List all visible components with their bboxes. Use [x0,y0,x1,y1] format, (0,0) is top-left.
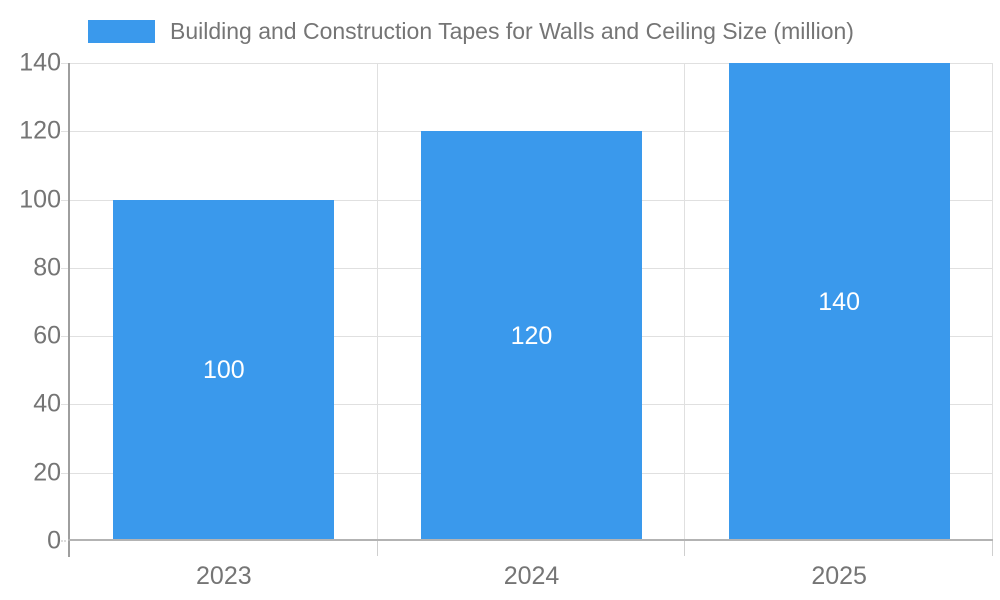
x-tick-label-2024: 2024 [503,562,560,590]
h-gridline-140 [61,63,993,64]
chart-legend[interactable]: Building and Construction Tapes for Wall… [88,18,854,45]
x-axis-tick-1 [376,541,378,556]
bar-2023[interactable]: 100 [113,199,335,541]
bar-value-label-2024: 120 [510,321,553,350]
y-tick-label-20: 20 [33,458,61,487]
bar-2025[interactable]: 140 [728,63,950,541]
y-axis-labels: 0 20 40 60 80 100 120 140 [0,49,61,555]
y-tick-label-40: 40 [33,389,61,418]
x-axis-labels: 2023 2024 2025 [70,558,993,594]
y-axis-line [68,63,70,557]
bar-2024[interactable]: 120 [421,131,642,541]
y-tick-label-100: 100 [19,185,61,214]
v-gridline-2 [684,63,686,541]
legend-label: Building and Construction Tapes for Wall… [170,18,854,44]
y-tick-label-120: 120 [19,116,61,145]
x-tick-label-2023: 2023 [196,562,252,590]
legend-swatch-icon [88,20,155,43]
y-tick-label-80: 80 [33,253,61,282]
x-tick-label-2025: 2025 [811,562,867,590]
v-gridline-1 [376,63,378,541]
y-zero-tick [61,540,70,542]
x-axis-tick-2 [684,541,686,556]
y-tick-label-140: 140 [19,48,61,77]
plot-area: 100 120 140 [61,63,993,557]
x-axis-tick-3 [992,541,993,556]
bar-value-label-2023: 100 [202,355,245,384]
x-axis-line [68,539,993,541]
y-tick-label-60: 60 [33,321,61,350]
v-gridline-3 [992,63,993,541]
y-tick-label-0: 0 [47,526,61,555]
bar-value-label-2025: 140 [818,287,860,316]
